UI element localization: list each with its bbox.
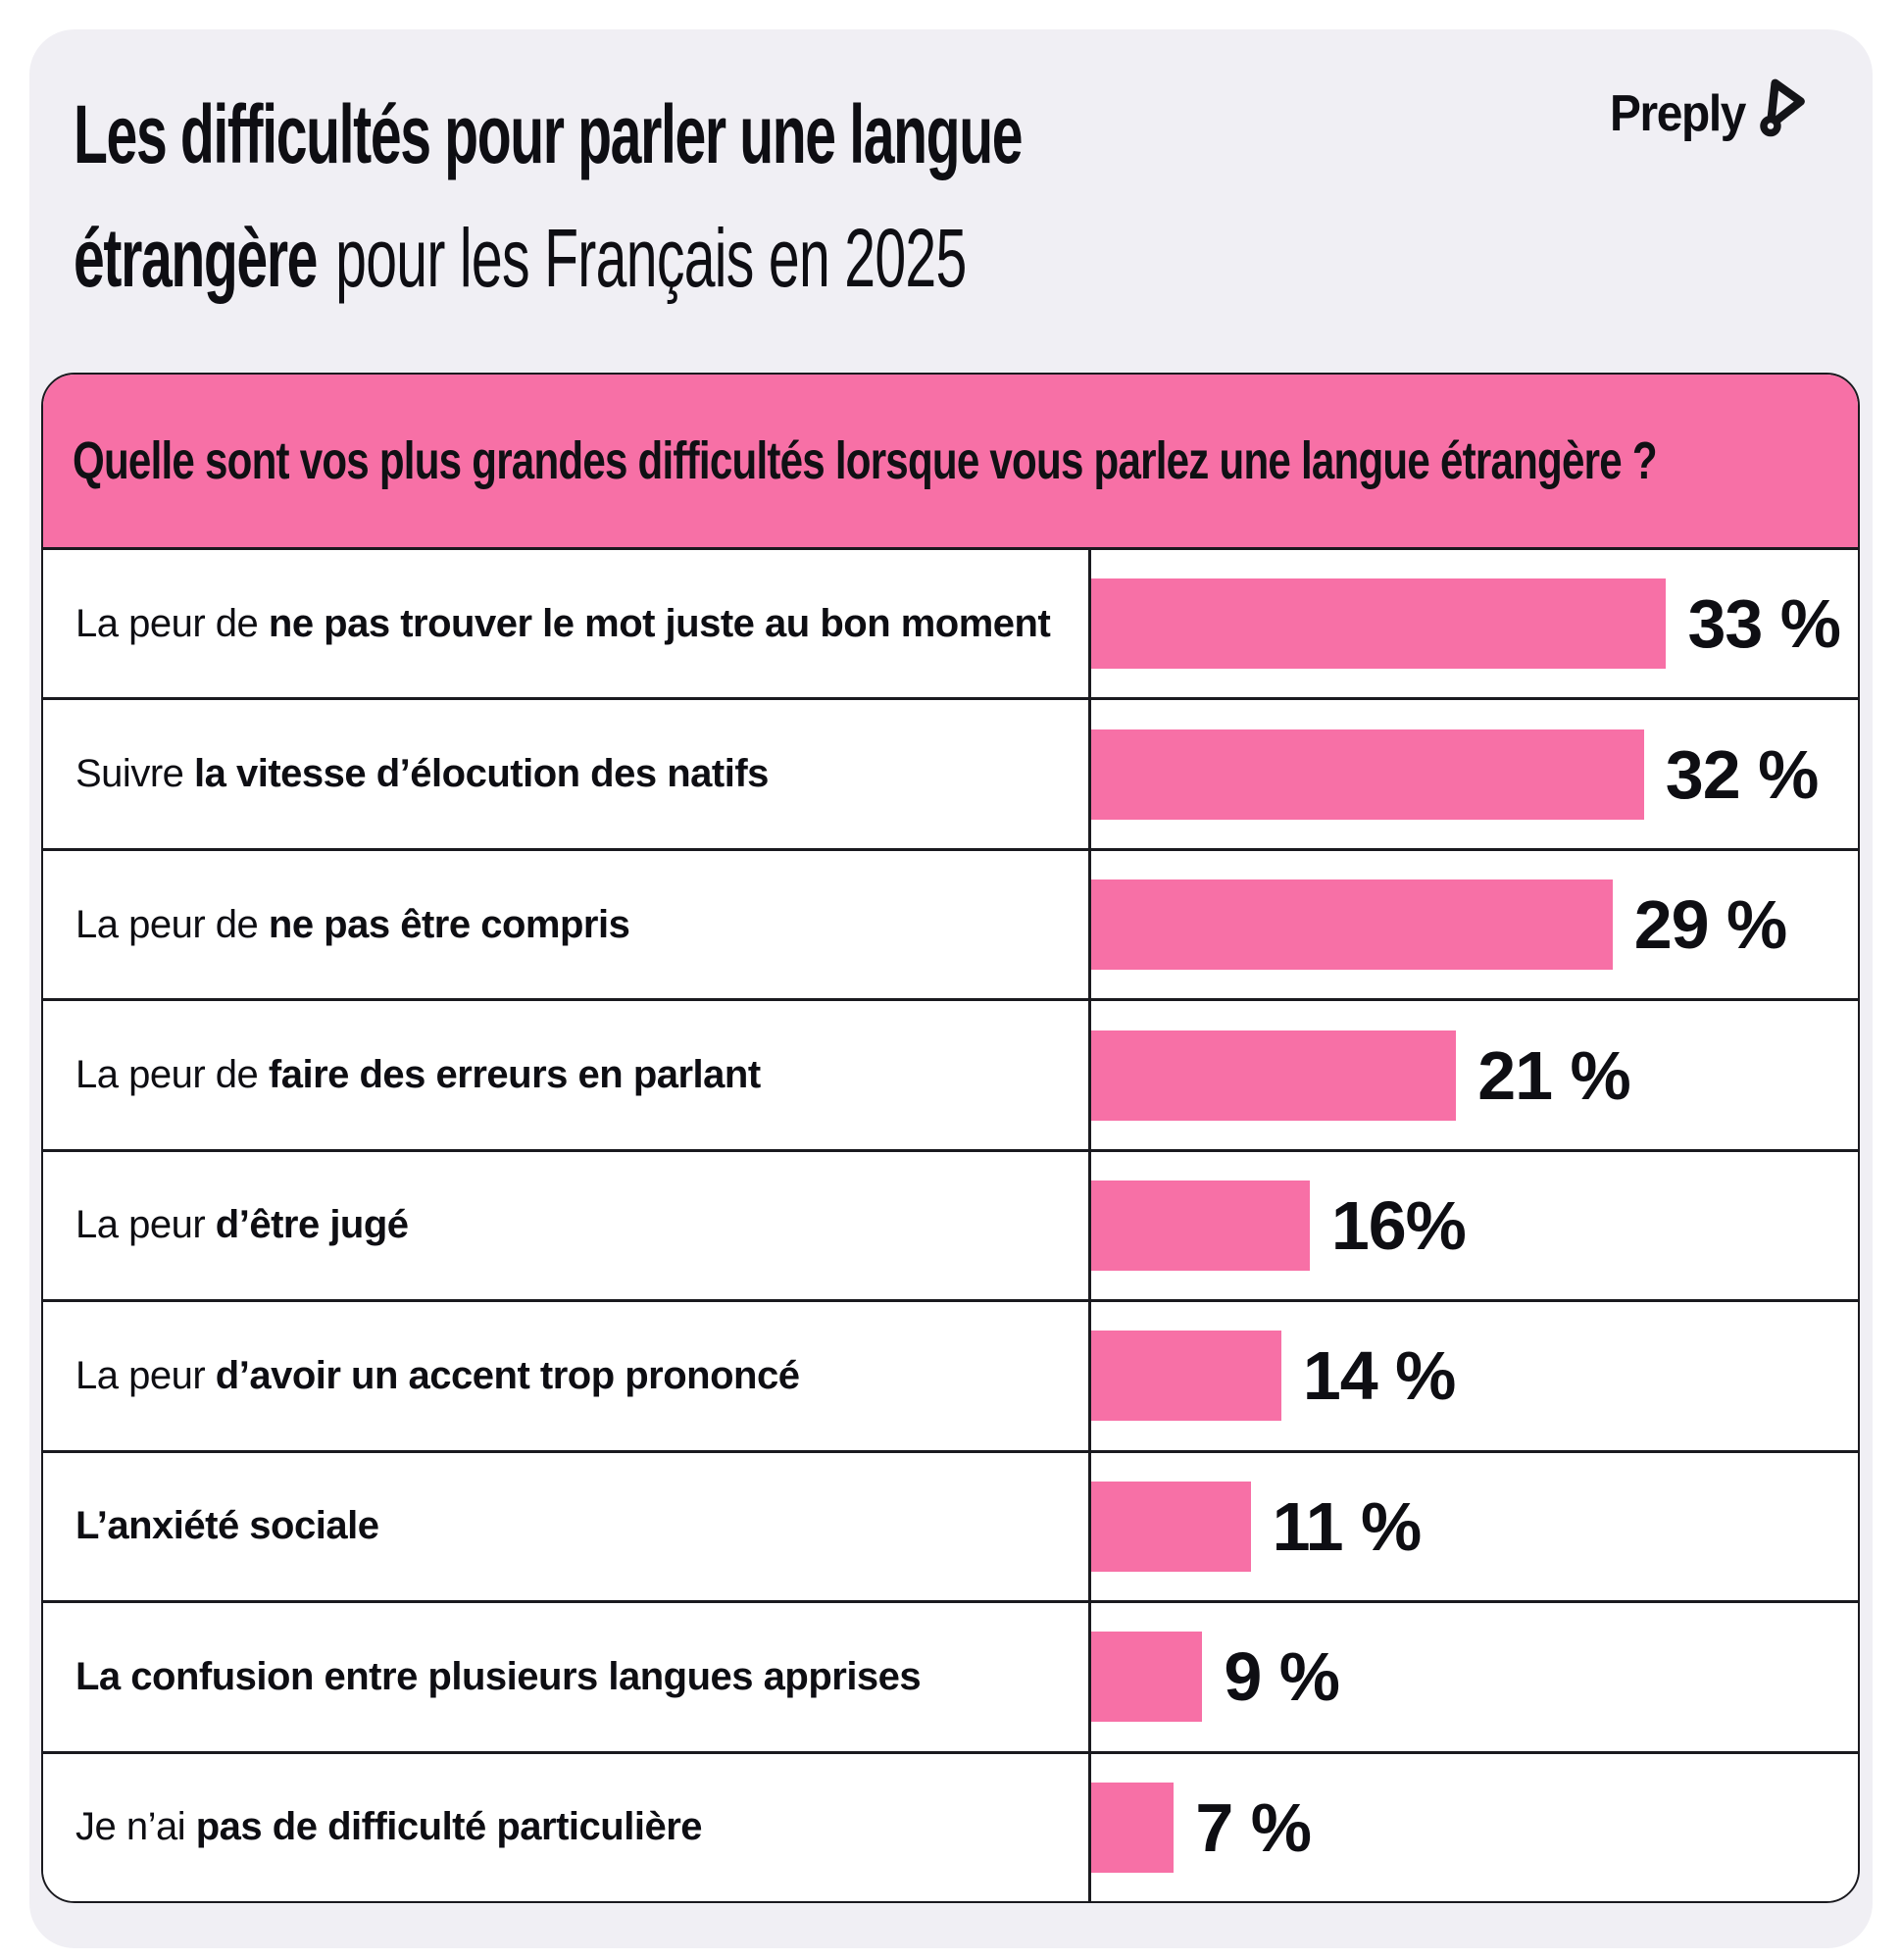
percentage-bar [1090,1030,1457,1121]
percentage-bar [1090,1632,1203,1723]
title-emphasis: étrangère [74,212,318,304]
survey-panel: Quelle sont vos plus grandes difficultés… [41,373,1860,1903]
label-emphasis: La confusion entre plusieurs langues app… [75,1654,922,1698]
results-table: La peur de ne pas trouver le mot juste a… [43,550,1858,1901]
value-label: 14 % [1302,1337,1457,1415]
page-title: Les difficultés pour parler une langue é… [74,73,1024,320]
difficulty-label: La peur d’avoir un accent trop prononcé [43,1302,1091,1450]
value-label: 33 % [1687,585,1841,663]
percentage-bar [1090,1481,1251,1572]
difficulty-label: La confusion entre plusieurs langues app… [43,1603,1091,1751]
percentage-bar [1090,578,1667,670]
label-prefix: La peur de [75,601,269,645]
label-emphasis: ne pas trouver le mot juste au bon momen… [268,601,1051,645]
value-label: 11 % [1272,1487,1423,1565]
bar-cell: 21 % [1090,1001,1858,1148]
title-subtitle: pour les Français en 2025 [335,212,967,304]
label-prefix: Je n’ai [75,1805,196,1849]
question-text: Quelle sont vos plus grandes difficultés… [73,431,1658,490]
question-banner: Quelle sont vos plus grandes difficultés… [43,375,1858,550]
difficulty-label: La peur de ne pas être compris [43,850,1091,999]
value-label: 21 % [1477,1036,1631,1114]
percentage-bar [1090,729,1644,820]
card: Les difficultés pour parler une langue é… [29,29,1873,1948]
bar-cell: 29 % [1090,851,1858,998]
bar-cell: 33 % [1090,550,1858,697]
label-emphasis: pas de difficulté particulière [195,1805,703,1849]
percentage-bar [1090,1180,1310,1271]
label-prefix: Suivre [75,752,194,796]
table-row: La peur de ne pas trouver le mot juste a… [43,550,1858,698]
value-label: 7 % [1195,1788,1312,1866]
percentage-bar [1090,1331,1281,1422]
bar-cell: 14 % [1090,1302,1858,1449]
table-row: La confusion entre plusieurs langues app… [43,1600,1858,1751]
difficulty-label: La peur de ne pas trouver le mot juste a… [43,550,1091,698]
table-row: Je n’ai pas de difficulté particulière 7… [43,1750,1858,1901]
table-row: Suivre la vitesse d’élocution des natifs… [43,697,1858,848]
label-emphasis: ne pas être compris [268,902,630,946]
label-prefix: La peur de [75,902,269,946]
value-label: 16% [1330,1186,1467,1264]
label-emphasis: la vitesse d’élocution des natifs [194,752,769,796]
bar-cell: 7 % [1090,1754,1858,1901]
value-label: 29 % [1633,886,1788,964]
table-row: La peur de faire des erreurs en parlant … [43,998,1858,1149]
difficulty-label: Suivre la vitesse d’élocution des natifs [43,700,1091,848]
title-line1: Les difficultés pour parler une langue [74,88,1024,180]
preply-logo: Preply [1598,73,1810,141]
label-emphasis: L’anxiété sociale [75,1504,379,1548]
table-row: La peur de ne pas être compris 29 % [43,847,1858,999]
label-emphasis: d’être jugé [215,1203,409,1247]
bar-cell: 11 % [1090,1453,1858,1600]
label-prefix: La peur de [75,1053,269,1097]
bar-cell: 32 % [1090,700,1858,847]
value-label: 32 % [1665,735,1820,813]
label-emphasis: faire des erreurs en parlant [268,1053,761,1097]
bar-cell: 16% [1090,1152,1858,1299]
difficulty-label: L’anxiété sociale [43,1452,1091,1601]
label-prefix: La peur [75,1353,216,1397]
label-emphasis: d’avoir un accent trop prononcé [215,1353,800,1397]
bar-cell: 9 % [1090,1603,1858,1750]
percentage-bar [1090,879,1613,971]
table-row: La peur d’être jugé 16% [43,1148,1858,1300]
difficulty-label: La peur de faire des erreurs en parlant [43,1001,1091,1149]
label-prefix: La peur [75,1203,216,1247]
table-row: L’anxiété sociale 11 % [43,1449,1858,1601]
percentage-bar [1090,1782,1175,1873]
difficulty-label: La peur d’être jugé [43,1151,1091,1300]
table-row: La peur d’avoir un accent trop prononcé … [43,1299,1858,1450]
preply-play-icon [1760,78,1805,137]
value-label: 9 % [1224,1638,1340,1716]
preply-logo-text: Preply [1610,85,1746,142]
difficulty-label: Je n’ai pas de difficulté particulière [43,1753,1091,1901]
